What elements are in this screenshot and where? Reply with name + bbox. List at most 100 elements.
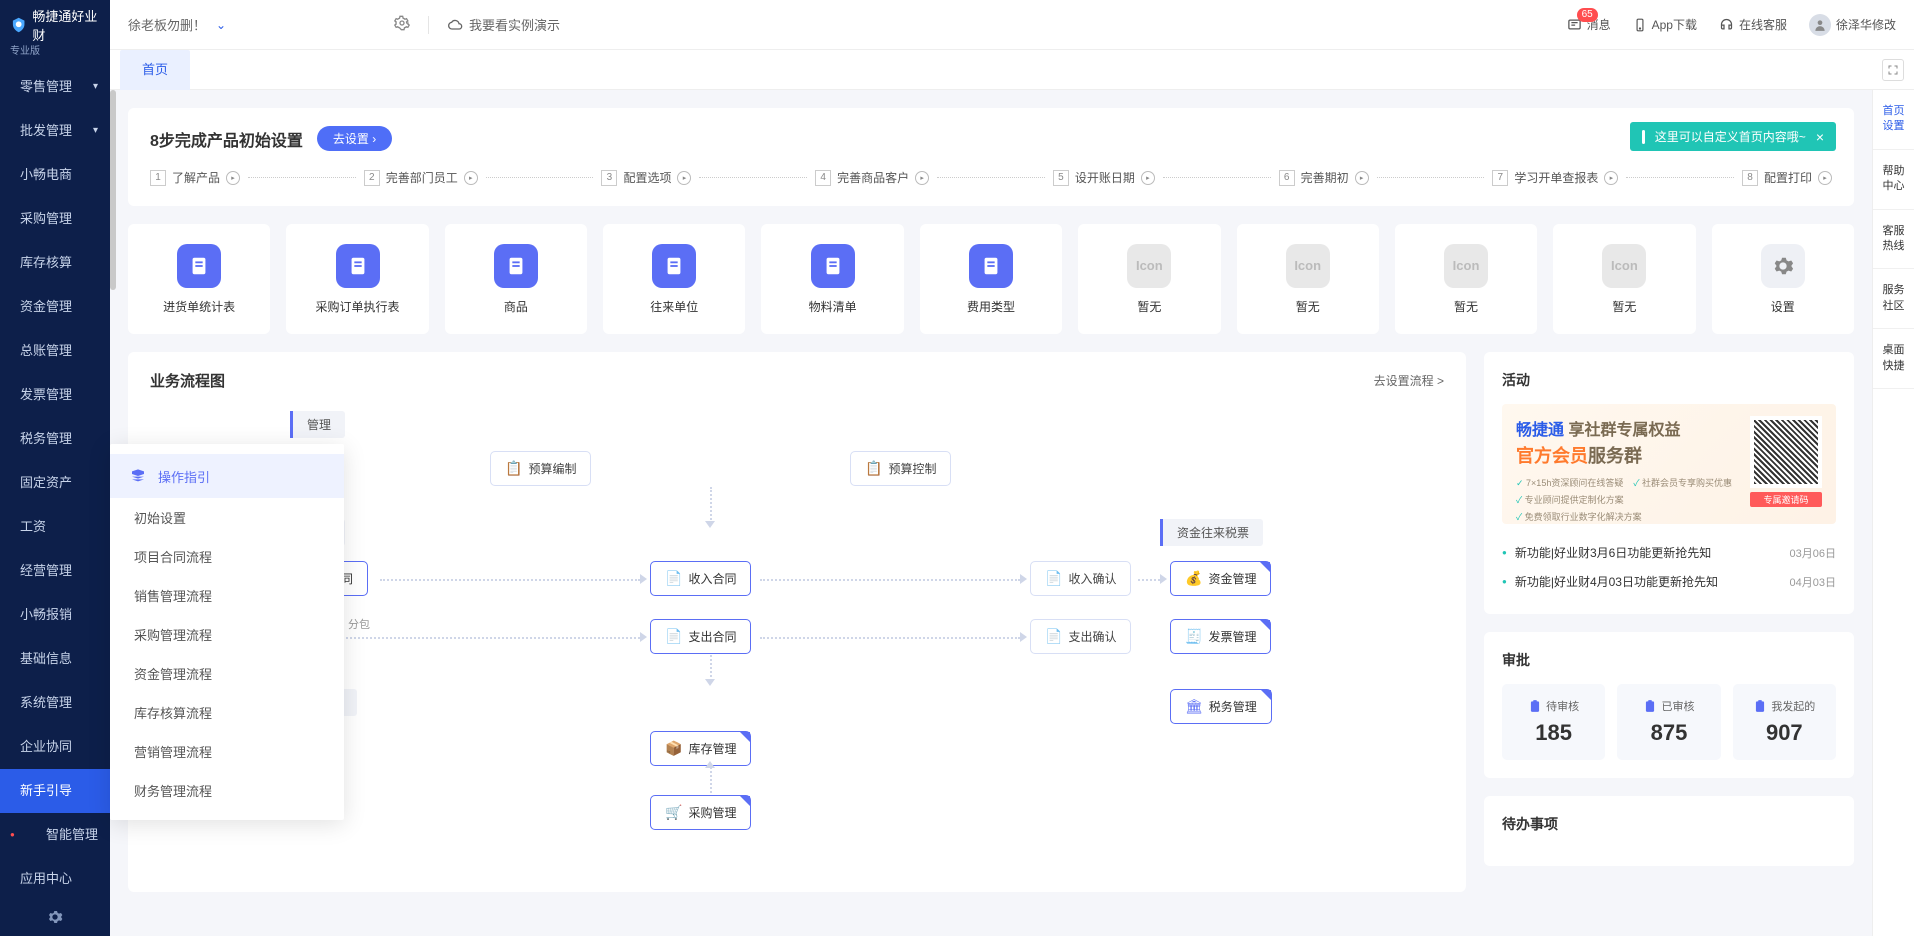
- doc-icon: [336, 244, 380, 288]
- online-service-button[interactable]: 在线客服: [1719, 16, 1787, 33]
- messages-button[interactable]: 消息 65: [1567, 16, 1611, 33]
- placeholder-icon: Icon: [1444, 244, 1488, 288]
- node-budget-make[interactable]: 📋预算编制: [490, 451, 591, 486]
- org-selector[interactable]: 徐老板勿删！ ⌄: [128, 15, 388, 34]
- node-expend-confirm[interactable]: 📄支出确认: [1030, 619, 1131, 654]
- setup-step[interactable]: 4完善商品客户▸: [815, 169, 929, 186]
- guide-item[interactable]: 项目合同流程: [110, 537, 344, 576]
- setup-step[interactable]: 8配置打印▸: [1742, 169, 1832, 186]
- approval-card[interactable]: 待审核185: [1502, 684, 1605, 760]
- quick-card-empty[interactable]: Icon暂无: [1553, 224, 1695, 334]
- quick-card[interactable]: 费用类型: [920, 224, 1062, 334]
- approval-card[interactable]: 我发起的907: [1733, 684, 1836, 760]
- node-invoice[interactable]: 🧾发票管理: [1170, 619, 1271, 654]
- service-label: 在线客服: [1739, 16, 1787, 33]
- guide-item[interactable]: 初始设置: [110, 498, 344, 537]
- sidebar-item[interactable]: 发票管理: [0, 373, 110, 417]
- sidebar-item[interactable]: 库存核算: [0, 241, 110, 285]
- setup-step[interactable]: 3配置选项▸: [601, 169, 691, 186]
- doc-icon: 📄: [665, 628, 682, 645]
- sidebar-item[interactable]: 税务管理: [0, 417, 110, 461]
- sidebar-item[interactable]: 工资: [0, 505, 110, 549]
- quick-card[interactable]: 进货单统计表: [128, 224, 270, 334]
- doc-icon: 📋: [865, 460, 882, 477]
- avatar-icon: [1809, 14, 1831, 36]
- sidebar-item[interactable]: 批发管理▾: [0, 109, 110, 153]
- guide-item[interactable]: 销售管理流程: [110, 576, 344, 615]
- quick-card-settings[interactable]: 设置: [1712, 224, 1854, 334]
- sidebar-item[interactable]: 总账管理: [0, 329, 110, 373]
- quick-card-empty[interactable]: Icon暂无: [1078, 224, 1220, 334]
- sidebar-item[interactable]: 资金管理: [0, 285, 110, 329]
- node-stock[interactable]: 📦库存管理: [650, 731, 751, 766]
- quick-card[interactable]: 采购订单执行表: [286, 224, 428, 334]
- sidebar-item[interactable]: 零售管理▾: [0, 65, 110, 109]
- quick-card-empty[interactable]: Icon暂无: [1395, 224, 1537, 334]
- topbar: 徐老板勿删！ ⌄ 我要看实例演示 消息 65 App下载 在线客服 徐泽华修改: [110, 0, 1914, 50]
- node-income-contract[interactable]: 📄收入合同: [650, 561, 751, 596]
- news-item[interactable]: 新功能|好业财3月6日功能更新抢先知03月06日: [1502, 538, 1836, 567]
- setup-step[interactable]: 2完善部门员工▸: [364, 169, 478, 186]
- rail-item[interactable]: 服务社区: [1873, 269, 1914, 329]
- quick-card[interactable]: 商品: [445, 224, 587, 334]
- sidebar-item[interactable]: 小畅电商: [0, 153, 110, 197]
- rail-item[interactable]: 帮助中心: [1873, 150, 1914, 210]
- node-purchase[interactable]: 🛒采购管理: [650, 795, 751, 830]
- logo-edition: 专业版: [0, 42, 110, 57]
- sidebar-item[interactable]: 新手引导: [0, 769, 110, 813]
- approval-card[interactable]: 已审核875: [1617, 684, 1720, 760]
- quick-card-empty[interactable]: Icon暂无: [1237, 224, 1379, 334]
- rail-item[interactable]: 客服热线: [1873, 210, 1914, 270]
- demo-link[interactable]: 我要看实例演示: [447, 15, 560, 34]
- node-expend-contract[interactable]: 📄支出合同: [650, 619, 751, 654]
- tab-home[interactable]: 首页: [120, 50, 190, 90]
- guide-item[interactable]: 库存核算流程: [110, 693, 344, 732]
- rail-item[interactable]: 首页设置: [1873, 90, 1914, 150]
- columns: 业务流程图 去设置流程 > 管理 📋预算编制 📋预算控制 管理 资金往来税票 项…: [128, 352, 1854, 892]
- sidebar-item[interactable]: 经营管理: [0, 549, 110, 593]
- sidebar-item[interactable]: 固定资产: [0, 461, 110, 505]
- guide-item[interactable]: 资金管理流程: [110, 654, 344, 693]
- rail-item[interactable]: 桌面快捷: [1873, 329, 1914, 389]
- doc-icon: [652, 244, 696, 288]
- sidebar-item[interactable]: 采购管理: [0, 197, 110, 241]
- sidebar-item[interactable]: 应用中心: [0, 857, 110, 898]
- sidebar-item[interactable]: 小畅报销: [0, 593, 110, 637]
- app-download-button[interactable]: App下载: [1633, 16, 1697, 33]
- sidebar-item[interactable]: 智能管理: [0, 813, 110, 857]
- sidebar-item[interactable]: 系统管理: [0, 681, 110, 725]
- close-icon[interactable]: ×: [1816, 129, 1824, 145]
- activity-title: 活动: [1502, 370, 1836, 390]
- setup-step[interactable]: 7学习开单查报表▸: [1492, 169, 1618, 186]
- sidebar-item[interactable]: 基础信息: [0, 637, 110, 681]
- user-menu[interactable]: 徐泽华修改: [1809, 14, 1896, 36]
- doc-icon: [177, 244, 221, 288]
- guide-item[interactable]: 财务管理流程: [110, 771, 344, 810]
- guide-item[interactable]: 采购管理流程: [110, 615, 344, 654]
- guide-item[interactable]: 营销管理流程: [110, 732, 344, 771]
- node-budget-ctrl[interactable]: 📋预算控制: [850, 451, 951, 486]
- setup-step[interactable]: 1了解产品▸: [150, 169, 240, 186]
- setup-step[interactable]: 5设开账日期▸: [1053, 169, 1155, 186]
- node-tax[interactable]: 🏛税务管理: [1170, 689, 1272, 724]
- setup-step[interactable]: 6完善期初▸: [1279, 169, 1369, 186]
- gear-icon[interactable]: [394, 15, 410, 34]
- setup-title: 8步完成产品初始设置: [150, 127, 303, 151]
- quick-access-row: 进货单统计表采购订单执行表商品往来单位物料清单费用类型Icon暂无Icon暂无I…: [128, 224, 1854, 334]
- guide-item-active[interactable]: 操作指引: [110, 454, 344, 498]
- flow-settings-link[interactable]: 去设置流程 >: [1374, 372, 1444, 389]
- news-item[interactable]: 新功能|好业财4月03日功能更新抢先知04月03日: [1502, 567, 1836, 596]
- node-income-confirm[interactable]: 📄收入确认: [1030, 561, 1131, 596]
- doc-icon: 📄: [1045, 570, 1062, 587]
- quick-card[interactable]: 物料清单: [761, 224, 903, 334]
- play-icon: ▸: [1604, 171, 1618, 185]
- go-setup-button[interactable]: 去设置 ›: [317, 126, 392, 151]
- sidebar-item[interactable]: 企业协同: [0, 725, 110, 769]
- flow-title: 业务流程图: [150, 370, 225, 391]
- fullscreen-icon[interactable]: [1882, 59, 1904, 81]
- right-rail: 首页设置帮助中心客服热线服务社区桌面快捷: [1872, 90, 1914, 936]
- node-fund[interactable]: 💰资金管理: [1170, 561, 1271, 596]
- promo-banner[interactable]: 畅捷通 享社群专属权益 官方会员服务群 7×15h资深顾问在线答疑社群会员专享购…: [1502, 404, 1836, 524]
- quick-card[interactable]: 往来单位: [603, 224, 745, 334]
- sidebar-settings-icon[interactable]: [0, 898, 110, 936]
